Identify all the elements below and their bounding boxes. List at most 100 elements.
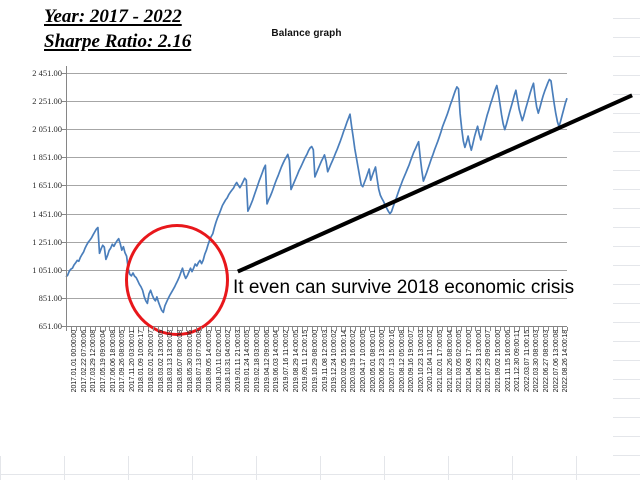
x-axis-tick-mark xyxy=(220,327,221,331)
x-axis-tick-label: 2021.04.08 17:00:00 xyxy=(466,330,473,393)
x-axis-tick-mark xyxy=(283,327,284,331)
x-axis-tick-label: 2020.04.17 10:00:05 xyxy=(360,330,367,393)
x-axis-tick-mark xyxy=(321,327,322,331)
x-axis-tick-label: 2018.10.31 04:00:02 xyxy=(225,330,232,393)
x-axis-tick-label: 2018.02.01 20:00:07 xyxy=(148,330,155,393)
x-axis-tick-mark xyxy=(538,327,539,331)
x-axis-tick-label: 2022.07.06 13:00:08 xyxy=(553,330,560,393)
x-axis-tick-label: 2019.12.24 10:00:02 xyxy=(331,330,338,393)
x-axis-tick-mark xyxy=(206,327,207,331)
chart-title: Balance graph xyxy=(271,28,342,39)
x-axis-tick-label: 2019.11.08 12:00:03 xyxy=(322,330,329,392)
x-axis-tick-label: 2021.12.30 09:00:11 xyxy=(514,330,521,392)
x-axis-tick-label: 2020.12.04 11:00:02 xyxy=(427,330,434,392)
x-axis-tick-label: 2020.05.01 08:00:01 xyxy=(370,330,377,393)
x-axis-tick-mark xyxy=(148,327,149,331)
horizontal-gridline xyxy=(66,185,567,187)
x-axis-tick-mark xyxy=(172,327,173,331)
x-axis-tick-label: 2020.03.19 16:00:02 xyxy=(350,330,357,393)
x-axis-tick-mark xyxy=(105,327,106,331)
x-axis-tick-label: 2021.11.15 16:00:06 xyxy=(505,330,512,392)
y-axis-tick-label: 651.00 xyxy=(4,321,66,331)
x-axis-tick-mark xyxy=(369,327,370,331)
x-axis-tick-mark xyxy=(490,327,491,331)
x-axis-tick-mark xyxy=(215,327,216,331)
x-axis-tick-mark xyxy=(485,327,486,331)
x-axis-tick-mark xyxy=(456,327,457,331)
x-axis-tick-mark xyxy=(553,327,554,331)
x-axis-tick-label: 2017.05.19 09:00:04 xyxy=(100,330,107,393)
x-axis-tick-mark xyxy=(292,327,293,331)
x-axis-tick-mark xyxy=(124,327,125,331)
x-axis-labels: 2017.01.01 00:00:00 2017.02.22 07:00:06 20… xyxy=(66,330,569,452)
x-axis-tick-mark xyxy=(143,327,144,331)
x-axis-tick-mark xyxy=(500,327,501,331)
x-axis-tick-mark xyxy=(167,327,168,331)
x-axis-tick-label: 2017.11.20 03:00:01 xyxy=(129,330,136,392)
x-axis-tick-mark xyxy=(76,327,77,331)
x-axis-tick-mark xyxy=(100,327,101,331)
x-axis-tick-mark xyxy=(466,327,467,331)
x-axis-tick-label: 2020.09.16 19:00:07 xyxy=(408,330,415,393)
y-axis-tick-label: 1 051.00 xyxy=(4,265,66,275)
x-axis-tick-mark xyxy=(384,327,385,331)
plot-area xyxy=(65,73,568,327)
y-axis-tick-mark xyxy=(62,73,66,74)
x-axis-tick-mark xyxy=(562,327,563,331)
x-axis-tick-label: 2019.01.24 14:00:05 xyxy=(244,330,251,393)
x-axis-tick-mark xyxy=(254,327,255,331)
chart-object[interactable]: Year: 2017 - 2022 Sharpe Ratio: 2.16 Bal… xyxy=(0,0,633,456)
x-axis-tick-mark xyxy=(398,327,399,331)
x-axis-tick-label: 2022.03.30 08:00:03 xyxy=(533,330,540,393)
x-axis-tick-mark xyxy=(95,327,96,331)
y-axis-tick-mark xyxy=(62,241,66,243)
x-axis-tick-mark xyxy=(509,327,510,331)
x-axis-tick-mark xyxy=(495,327,496,331)
y-axis-tick-label: 1 851.00 xyxy=(4,152,66,162)
horizontal-gridline xyxy=(66,101,567,103)
x-axis-tick-label: 2017.06.06 18:00:08 xyxy=(110,330,117,393)
x-axis-line xyxy=(66,326,567,327)
horizontal-gridline xyxy=(66,129,567,131)
x-axis-tick-label: 2017.09.26 08:00:05 xyxy=(119,330,126,393)
x-axis-tick-mark xyxy=(288,327,289,331)
horizontal-gridline xyxy=(66,269,567,271)
x-axis-tick-label: 2017.03.29 12:00:08 xyxy=(90,330,97,393)
x-axis-tick-mark xyxy=(461,327,462,331)
x-axis-tick-mark xyxy=(273,327,274,331)
x-axis-tick-mark xyxy=(379,327,380,331)
x-axis-tick-mark xyxy=(71,327,72,331)
x-axis-tick-mark xyxy=(519,327,520,331)
trendline xyxy=(236,93,633,274)
x-axis-tick-mark xyxy=(80,327,81,331)
y-axis-tick-label: 2 451.00 xyxy=(4,68,66,78)
y-axis-line xyxy=(66,66,67,327)
x-axis-tick-mark xyxy=(528,327,529,331)
x-axis-tick-label: 2021.09.02 15:00:00 xyxy=(495,330,502,393)
x-axis-tick-mark xyxy=(355,327,356,331)
y-axis-tick-mark xyxy=(62,129,66,131)
x-axis-tick-mark xyxy=(182,327,183,331)
x-axis-tick-mark xyxy=(90,327,91,331)
horizontal-gridline xyxy=(66,73,567,74)
x-axis-tick-mark xyxy=(186,327,187,331)
y-axis-tick-mark xyxy=(62,213,66,215)
x-axis-tick-label: 2018.01.09 10:00:17 xyxy=(138,330,145,393)
x-axis-tick-label: 2022.06.27 08:00:03 xyxy=(543,330,550,393)
x-axis-tick-mark xyxy=(153,327,154,331)
x-axis-tick-label: 2018.03.13 13:00:03 xyxy=(167,330,174,393)
x-axis-tick-mark xyxy=(158,327,159,331)
x-axis-tick-mark xyxy=(114,327,115,331)
x-axis-tick-mark xyxy=(239,327,240,331)
x-axis-tick-mark xyxy=(447,327,448,331)
x-axis-tick-label: 2021.03.05 02:00:05 xyxy=(456,330,463,393)
highlight-ellipse xyxy=(125,224,229,336)
x-axis-tick-mark xyxy=(475,327,476,331)
x-axis-tick-mark xyxy=(533,327,534,331)
y-axis-tick-mark xyxy=(62,101,66,103)
y-axis-tick-label: 1 451.00 xyxy=(4,209,66,219)
x-axis-tick-mark xyxy=(244,327,245,331)
x-axis-tick-label: 2017.02.22 07:00:06 xyxy=(81,330,88,393)
x-axis-tick-mark xyxy=(504,327,505,331)
y-axis-tick-mark xyxy=(62,297,66,299)
